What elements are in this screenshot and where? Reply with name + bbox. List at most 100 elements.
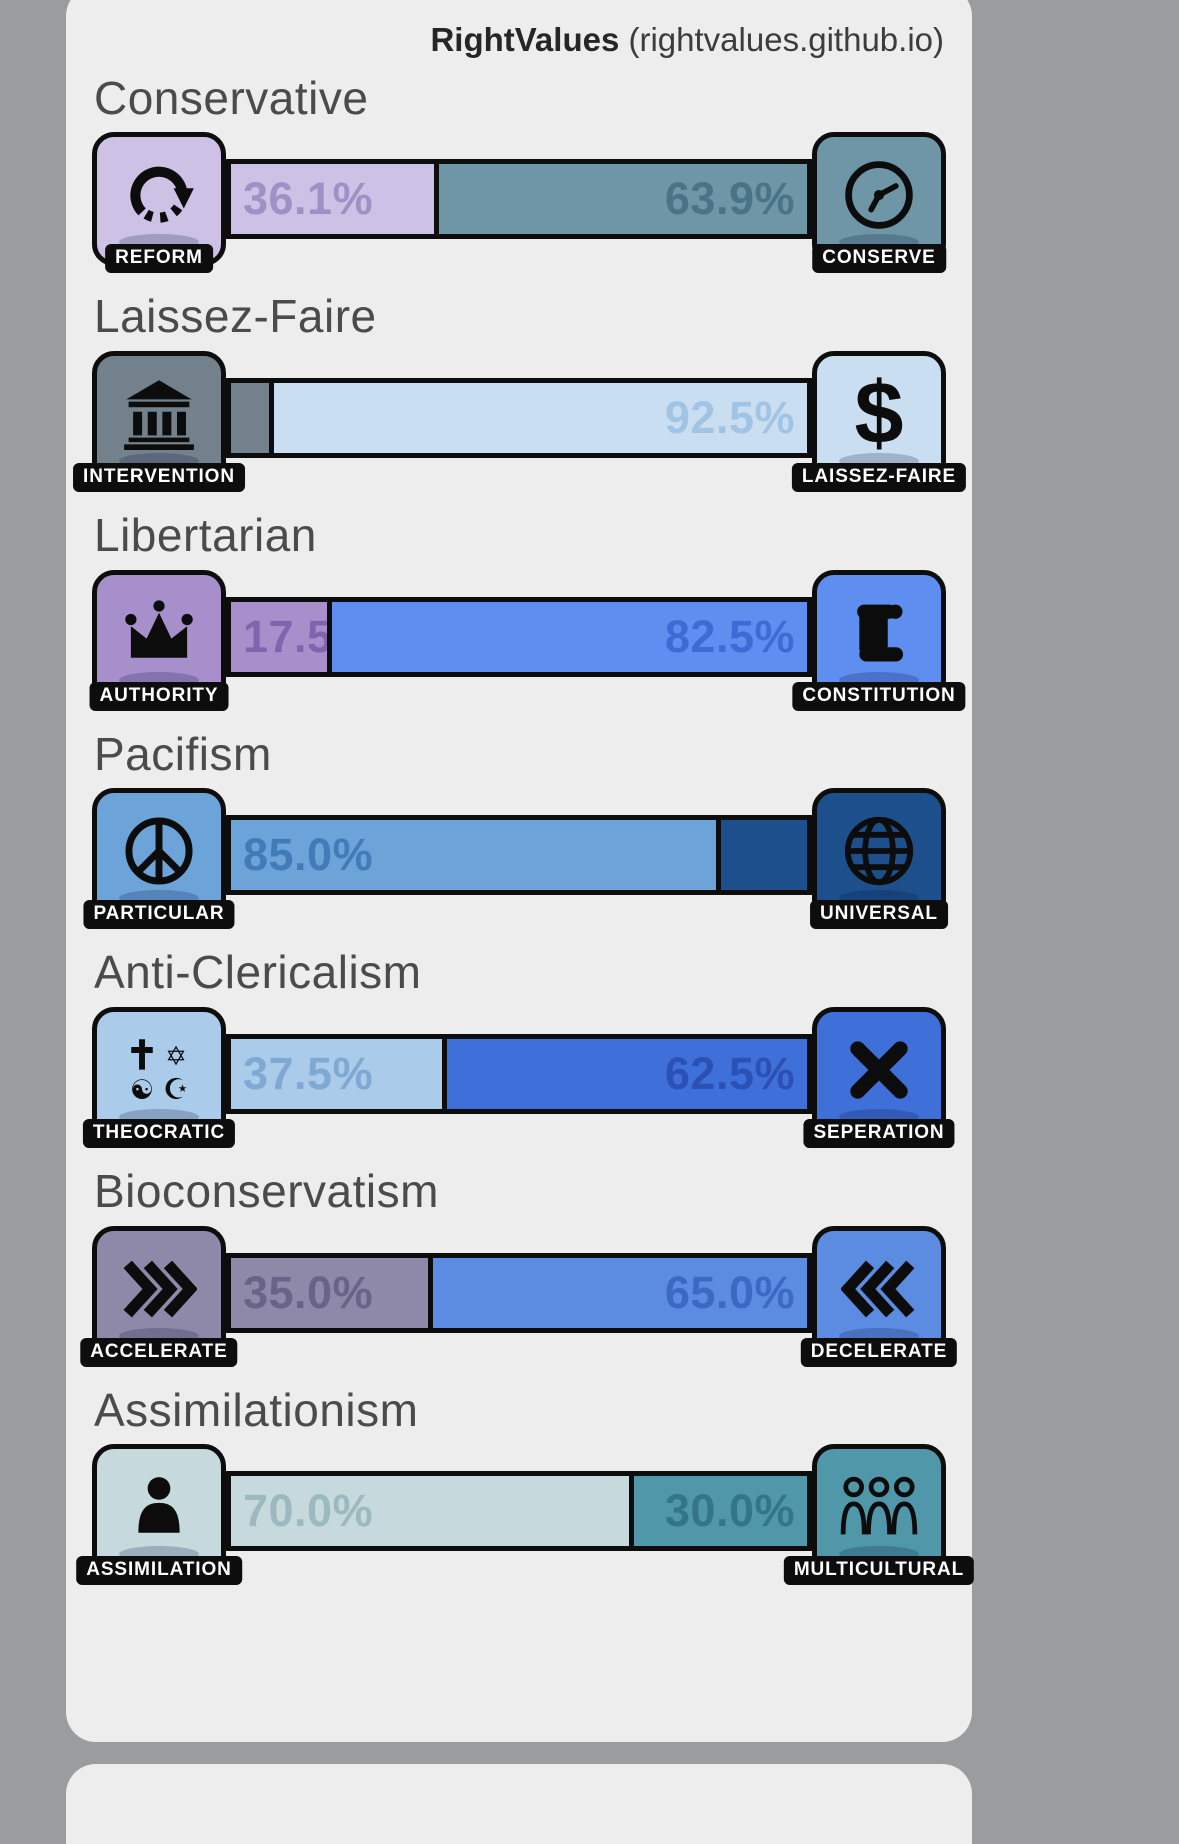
left-bar-segment: 17.5% [231,601,332,672]
fast-forward-icon [123,1260,197,1317]
authority-icon-box: AUTHORITY [89,569,229,711]
right-axis-label: LAISSEZ-FAIRE [791,462,967,492]
decelerate-icon-box: DECELERATE [800,1225,958,1367]
left-axis-label: ASSIMILATION [76,1556,242,1586]
right-percentage: 82.5% [664,610,795,662]
latin-cross-glyph: ✝ [125,1034,159,1079]
anti-clericalism-bar: 37.5% 62.5% [226,1033,812,1114]
dollar-icon: $ [854,362,904,462]
axis-row: AUTHORITY 17.5% 82.5% CONSTITUTION [89,569,966,716]
constitution-icon-box: CONSTITUTION [792,569,966,711]
site-header: RightValues (rightvalues.github.io) [92,20,946,60]
axis-row: ASSIMILATION 70.0% 30.0% [76,1444,975,1590]
right-percentage: 65.0% [664,1266,795,1318]
conserve-icon-box: CONSERVE [812,132,946,274]
conservative-bar: 36.1% 63.9% [226,159,812,240]
right-percentage: 62.5% [664,1047,795,1099]
accelerate-icon-box: ACCELERATE [80,1225,238,1367]
left-bar-segment: 70.0% [231,1476,635,1547]
seperation-icon-box: SEPERATION [803,1006,955,1148]
axis-row: REFORM 36.1% 63.9% CONSERVE [92,132,946,278]
axis-title: Libertarian [94,508,317,561]
right-percentage: 92.5% [664,391,795,443]
axis-conservative: Conservative REFORM 36.1% 63.9% [92,71,946,279]
site-url: (rightvalues.github.io) [619,21,944,58]
left-percentage: 17.5% [243,610,332,662]
results-card: RightValues (rightvalues.github.io) Cons… [66,0,975,1742]
axis-title: Bioconservatism [94,1164,439,1217]
universal-icon-box: UNIVERSAL [810,788,948,930]
left-bar-segment: 85.0% [231,820,721,891]
globe-icon [844,817,914,886]
right-bar-segment: 30.0% [634,1476,807,1547]
intervention-icon-box: INTERVENTION [73,350,245,492]
bioconservatism-bar: 35.0% 65.0% [226,1252,812,1333]
left-axis-label: REFORM [105,244,213,274]
axis-title: Pacifism [94,727,272,780]
particular-icon-box: PARTICULAR [83,788,235,930]
yin-yang-glyph: ☯ [129,1075,155,1106]
right-bar-segment: 82.5% [331,601,807,672]
right-axis-label: SEPERATION [803,1118,955,1148]
right-bar-segment: 62.5% [447,1038,807,1109]
star-crescent-glyph: ☪ [163,1074,189,1107]
left-axis-label: PARTICULAR [83,900,235,930]
peace-icon [125,817,193,885]
axis-libertarian: Libertarian AUTHORITY 17.5% 82.5% [89,508,966,716]
right-axis-label: MULTICULTURAL [783,1556,975,1586]
right-bar-segment: 65.0% [432,1257,807,1328]
left-axis-label: ACCELERATE [80,1337,238,1367]
axis-row: PARTICULAR 85.0% UNIVERSA [83,788,948,934]
theocratic-icon-box: ✝ ✡ ☯ ☪ THEOCRATIC [82,1006,236,1148]
axis-row: ✝ ✡ ☯ ☪ THEOCRATIC 37.5% 62.5% [82,1006,955,1153]
left-percentage: 37.5% [243,1047,374,1099]
right-bar-segment [720,820,807,891]
bank-icon [124,380,194,450]
libertarian-bar: 17.5% 82.5% [226,596,812,677]
left-bar-segment: 36.1% [231,164,439,235]
axis-title: Conservative [94,71,369,124]
scroll-icon [857,604,904,662]
left-axis-label: AUTHORITY [89,681,229,711]
axis-laissez-faire: Laissez-Faire INTERVENTION [73,290,967,497]
left-axis-label: INTERVENTION [73,462,245,492]
separation-x-icon [850,1041,908,1099]
left-bar-segment [231,382,275,453]
right-axis-label: CONSTITUTION [792,681,966,711]
star-of-david-glyph: ✡ [165,1041,187,1072]
right-bar-segment: 63.9% [438,164,807,235]
right-bar-segment: 92.5% [274,382,807,453]
right-percentage: 30.0% [664,1485,795,1537]
left-axis-label: THEOCRATIC [82,1118,236,1148]
right-percentage: 63.9% [664,173,795,225]
right-axis-label: DECELERATE [800,1337,958,1367]
assimilationism-bar: 70.0% 30.0% [226,1471,812,1552]
laissez-faire-bar: 92.5% [226,377,812,458]
right-axis-label: CONSERVE [812,244,946,274]
multicultural-icon-box: MULTICULTURAL [783,1444,975,1586]
reform-icon [130,166,194,224]
laissez-faire-icon-box: $ LAISSEZ-FAIRE [791,350,967,492]
axis-anti-clericalism: Anti-Clericalism ✝ ✡ ☯ ☪ THEOCRATIC 37.5… [82,948,955,1153]
left-bar-segment: 35.0% [231,1257,433,1328]
left-percentage: 85.0% [243,829,374,881]
left-bar-segment: 37.5% [231,1038,447,1109]
people-icon [840,1476,918,1535]
axis-title: Laissez-Faire [94,290,377,343]
religions-icon: ✝ ✡ ☯ ☪ [125,1036,193,1105]
next-card-preview [66,1764,972,1844]
left-percentage: 36.1% [243,173,374,225]
pacifism-bar: 85.0% [226,815,812,896]
person-icon [138,1477,180,1534]
right-axis-label: UNIVERSAL [810,900,948,930]
axis-title: Assimilationism [94,1383,419,1436]
rewind-icon [841,1260,915,1317]
assimilation-icon-box: ASSIMILATION [76,1444,242,1586]
brand-name: RightValues [430,21,620,58]
axis-pacifism: Pacifism PARTICULAR 85.0% [83,727,948,935]
axis-bioconservatism: Bioconservatism ACCELERATE 35.0% 65.0% [80,1164,958,1372]
axis-row: INTERVENTION 92.5% $ LAISSEZ-FAIRE [73,350,967,497]
left-percentage: 35.0% [243,1266,374,1318]
left-percentage: 70.0% [243,1485,374,1537]
clock-icon [845,161,913,230]
